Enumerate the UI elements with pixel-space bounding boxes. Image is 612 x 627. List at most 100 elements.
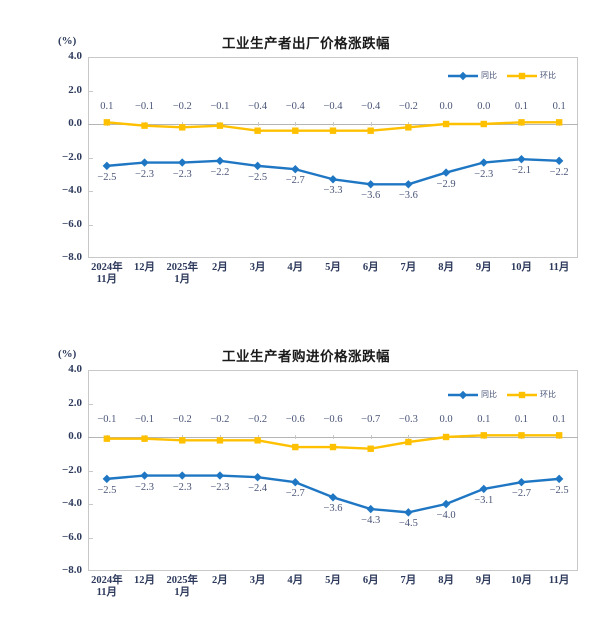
y-axis-tick-label: −4.0 <box>61 497 82 509</box>
mom-data-label: −0.2 <box>398 101 418 113</box>
data-point-marker <box>404 180 413 189</box>
data-point-marker <box>141 435 148 442</box>
data-point-marker <box>291 165 300 174</box>
mom-data-label: 0.1 <box>514 414 529 426</box>
mom-data-label: −0.3 <box>398 414 418 426</box>
yoy-data-label: −4.3 <box>361 515 381 527</box>
y-axis-tick-label: 2.0 <box>68 396 82 409</box>
y-axis-unit-label: (%) <box>58 35 77 47</box>
x-axis-tick-mark <box>295 435 297 439</box>
data-point-marker <box>215 156 225 166</box>
mom-data-label: −0.1 <box>97 414 117 426</box>
x-axis-tick-label: 12月 <box>134 262 156 273</box>
x-axis-tick-mark <box>370 435 372 439</box>
data-point-marker <box>141 122 148 129</box>
legend-swatch <box>507 391 537 398</box>
x-axis-tick-label: 2025年 1月 <box>166 262 198 285</box>
data-point-marker <box>140 471 149 480</box>
legend-item-yoy[interactable]: 同比 <box>448 70 497 81</box>
series-lines <box>102 119 564 189</box>
yoy-data-label: −2.3 <box>135 168 155 180</box>
legend-label: 环比 <box>540 71 556 80</box>
data-point-marker <box>103 119 111 126</box>
mom-data-label: 0.1 <box>514 101 529 113</box>
data-point-marker <box>178 158 187 167</box>
data-point-marker <box>292 127 299 134</box>
yoy-data-label: −2.4 <box>248 483 268 495</box>
mom-data-label: −0.6 <box>323 414 343 426</box>
yoy-data-label: −2.7 <box>511 488 531 500</box>
yoy-data-label: −2.3 <box>135 481 155 493</box>
yoy-data-label: −2.5 <box>97 171 117 183</box>
data-point-marker <box>367 445 374 452</box>
mom-data-label: −0.7 <box>361 414 381 426</box>
data-point-marker <box>480 432 487 439</box>
chart-title: 工业生产者购进价格涨跌幅 <box>222 349 390 365</box>
mom-data-label: 0.0 <box>477 101 491 113</box>
legend-swatch <box>448 71 478 80</box>
legend-item-yoy[interactable]: 同比 <box>448 389 497 400</box>
data-point-marker <box>441 499 451 509</box>
x-axis-tick-label: 2月 <box>212 262 228 273</box>
y-axis-tick-label: 2.0 <box>68 83 82 96</box>
data-point-marker <box>179 437 186 444</box>
x-axis-tick-mark <box>257 435 259 439</box>
data-point-marker <box>366 504 375 514</box>
chart-legend: 同比 环比 <box>448 389 556 400</box>
yoy-data-label: −2.7 <box>285 175 305 187</box>
mom-data-label: 0.0 <box>439 414 453 426</box>
x-axis-tick-label: 8月 <box>438 575 454 586</box>
data-point-marker <box>367 127 374 134</box>
yoy-data-label: −3.6 <box>398 190 418 202</box>
data-point-marker <box>328 493 338 502</box>
data-point-marker <box>405 438 412 446</box>
legend-item-mom[interactable]: 环比 <box>507 389 556 400</box>
data-point-marker <box>179 124 186 131</box>
plot-area <box>88 57 578 258</box>
x-axis-tick-label: 4月 <box>287 262 304 273</box>
yoy-data-label: −2.5 <box>97 484 117 496</box>
yoy-data-label: −2.1 <box>511 165 531 177</box>
x-axis-tick-label: 2024年 11月 <box>91 575 123 598</box>
data-point-marker <box>329 127 337 134</box>
x-axis-tick-mark <box>295 122 297 126</box>
x-axis-tick-label: 9月 <box>475 575 492 586</box>
data-point-marker <box>140 158 149 167</box>
legend-label: 同比 <box>481 390 497 399</box>
x-axis-tick-mark <box>370 122 372 126</box>
mom-data-label: 0.1 <box>477 414 491 426</box>
x-axis-tick-label: 12月 <box>134 575 156 586</box>
x-axis-tick-label: 2月 <box>212 575 228 586</box>
data-point-marker <box>178 471 187 480</box>
data-point-marker <box>216 122 224 129</box>
data-point-marker <box>216 437 224 444</box>
data-point-marker <box>102 474 112 484</box>
chart-legend: 同比 环比 <box>448 70 556 81</box>
yoy-data-label: −4.0 <box>436 510 456 521</box>
y-axis-unit-label: (%) <box>58 348 77 360</box>
data-point-marker <box>292 443 299 451</box>
yoy-data-label: −2.5 <box>248 171 268 183</box>
yoy-data-label: −3.6 <box>323 503 343 515</box>
y-axis-tick-mark <box>88 504 93 505</box>
y-axis-tick-label: −6.0 <box>61 530 82 543</box>
x-axis-tick-label: 7月 <box>400 262 417 273</box>
mom-data-label: −0.1 <box>135 101 155 113</box>
mom-data-label: −0.2 <box>210 414 230 426</box>
y-axis-tick-label: −8.0 <box>61 564 82 576</box>
y-axis-tick-label: −6.0 <box>61 217 82 230</box>
legend-swatch <box>507 72 537 79</box>
data-point-marker <box>103 435 111 442</box>
yoy-data-label: −3.3 <box>323 185 343 197</box>
yoy-data-label: −2.9 <box>436 178 456 190</box>
y-axis-tick-mark <box>88 90 93 92</box>
legend-item-mom[interactable]: 环比 <box>507 70 556 81</box>
y-axis-tick-mark <box>88 224 93 226</box>
yoy-data-label: −2.2 <box>210 166 230 178</box>
yoy-data-label: −4.5 <box>398 518 418 530</box>
legend-swatch <box>448 390 478 399</box>
yoy-data-label: −2.5 <box>549 484 569 496</box>
mom-data-label: −0.2 <box>248 414 268 426</box>
data-point-marker <box>254 437 261 444</box>
x-axis-tick-mark <box>333 122 334 126</box>
